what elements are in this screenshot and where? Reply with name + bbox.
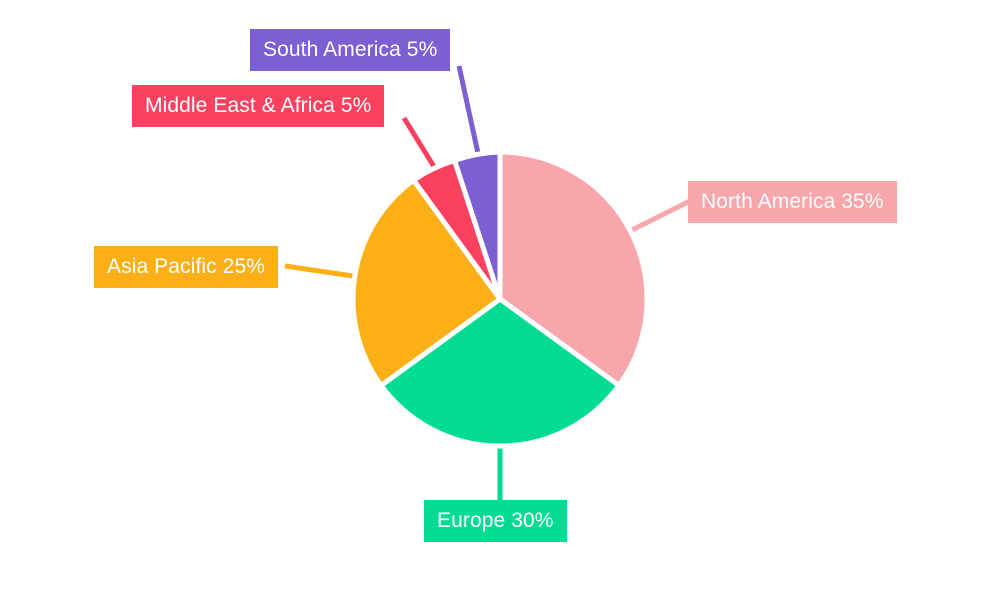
leader-line-south-america xyxy=(456,65,482,159)
slice-label-south-america[interactable]: South America 5% xyxy=(250,29,451,71)
pie-slice-south-america[interactable] xyxy=(452,149,503,302)
pie-slice-asia-pacific[interactable] xyxy=(350,177,503,388)
pie-slice-europe[interactable] xyxy=(378,296,622,449)
leader-line-asia-pacific xyxy=(284,263,361,280)
slice-label-north-america[interactable]: North America 35% xyxy=(688,181,897,223)
pie-slice-north-america[interactable] xyxy=(497,149,650,388)
slice-label-middle-east-africa[interactable]: Middle East & Africa 5% xyxy=(132,85,385,127)
slice-label-europe[interactable]: Europe 30% xyxy=(424,500,567,542)
pie-slices xyxy=(350,149,650,449)
slice-label-asia-pacific[interactable]: Asia Pacific 25% xyxy=(94,246,279,288)
